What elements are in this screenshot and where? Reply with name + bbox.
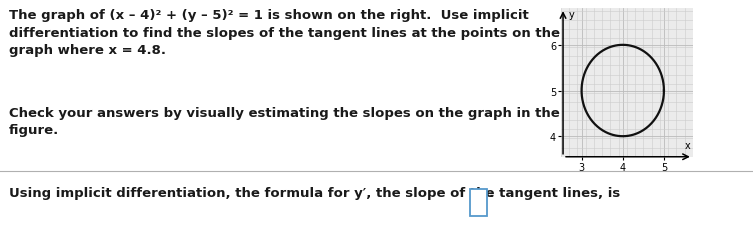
Text: Using implicit differentiation, the formula for y′, the slope of the tangent lin: Using implicit differentiation, the form… (9, 186, 625, 199)
Text: The graph of (x – 4)² + (y – 5)² = 1 is shown on the right.  Use implicit
differ: The graph of (x – 4)² + (y – 5)² = 1 is … (9, 9, 560, 57)
Text: Check your answers by visually estimating the slopes on the graph in the
figure.: Check your answers by visually estimatin… (9, 106, 559, 137)
Text: y: y (569, 10, 574, 20)
Text: .: . (489, 186, 494, 199)
Text: x: x (685, 140, 691, 150)
